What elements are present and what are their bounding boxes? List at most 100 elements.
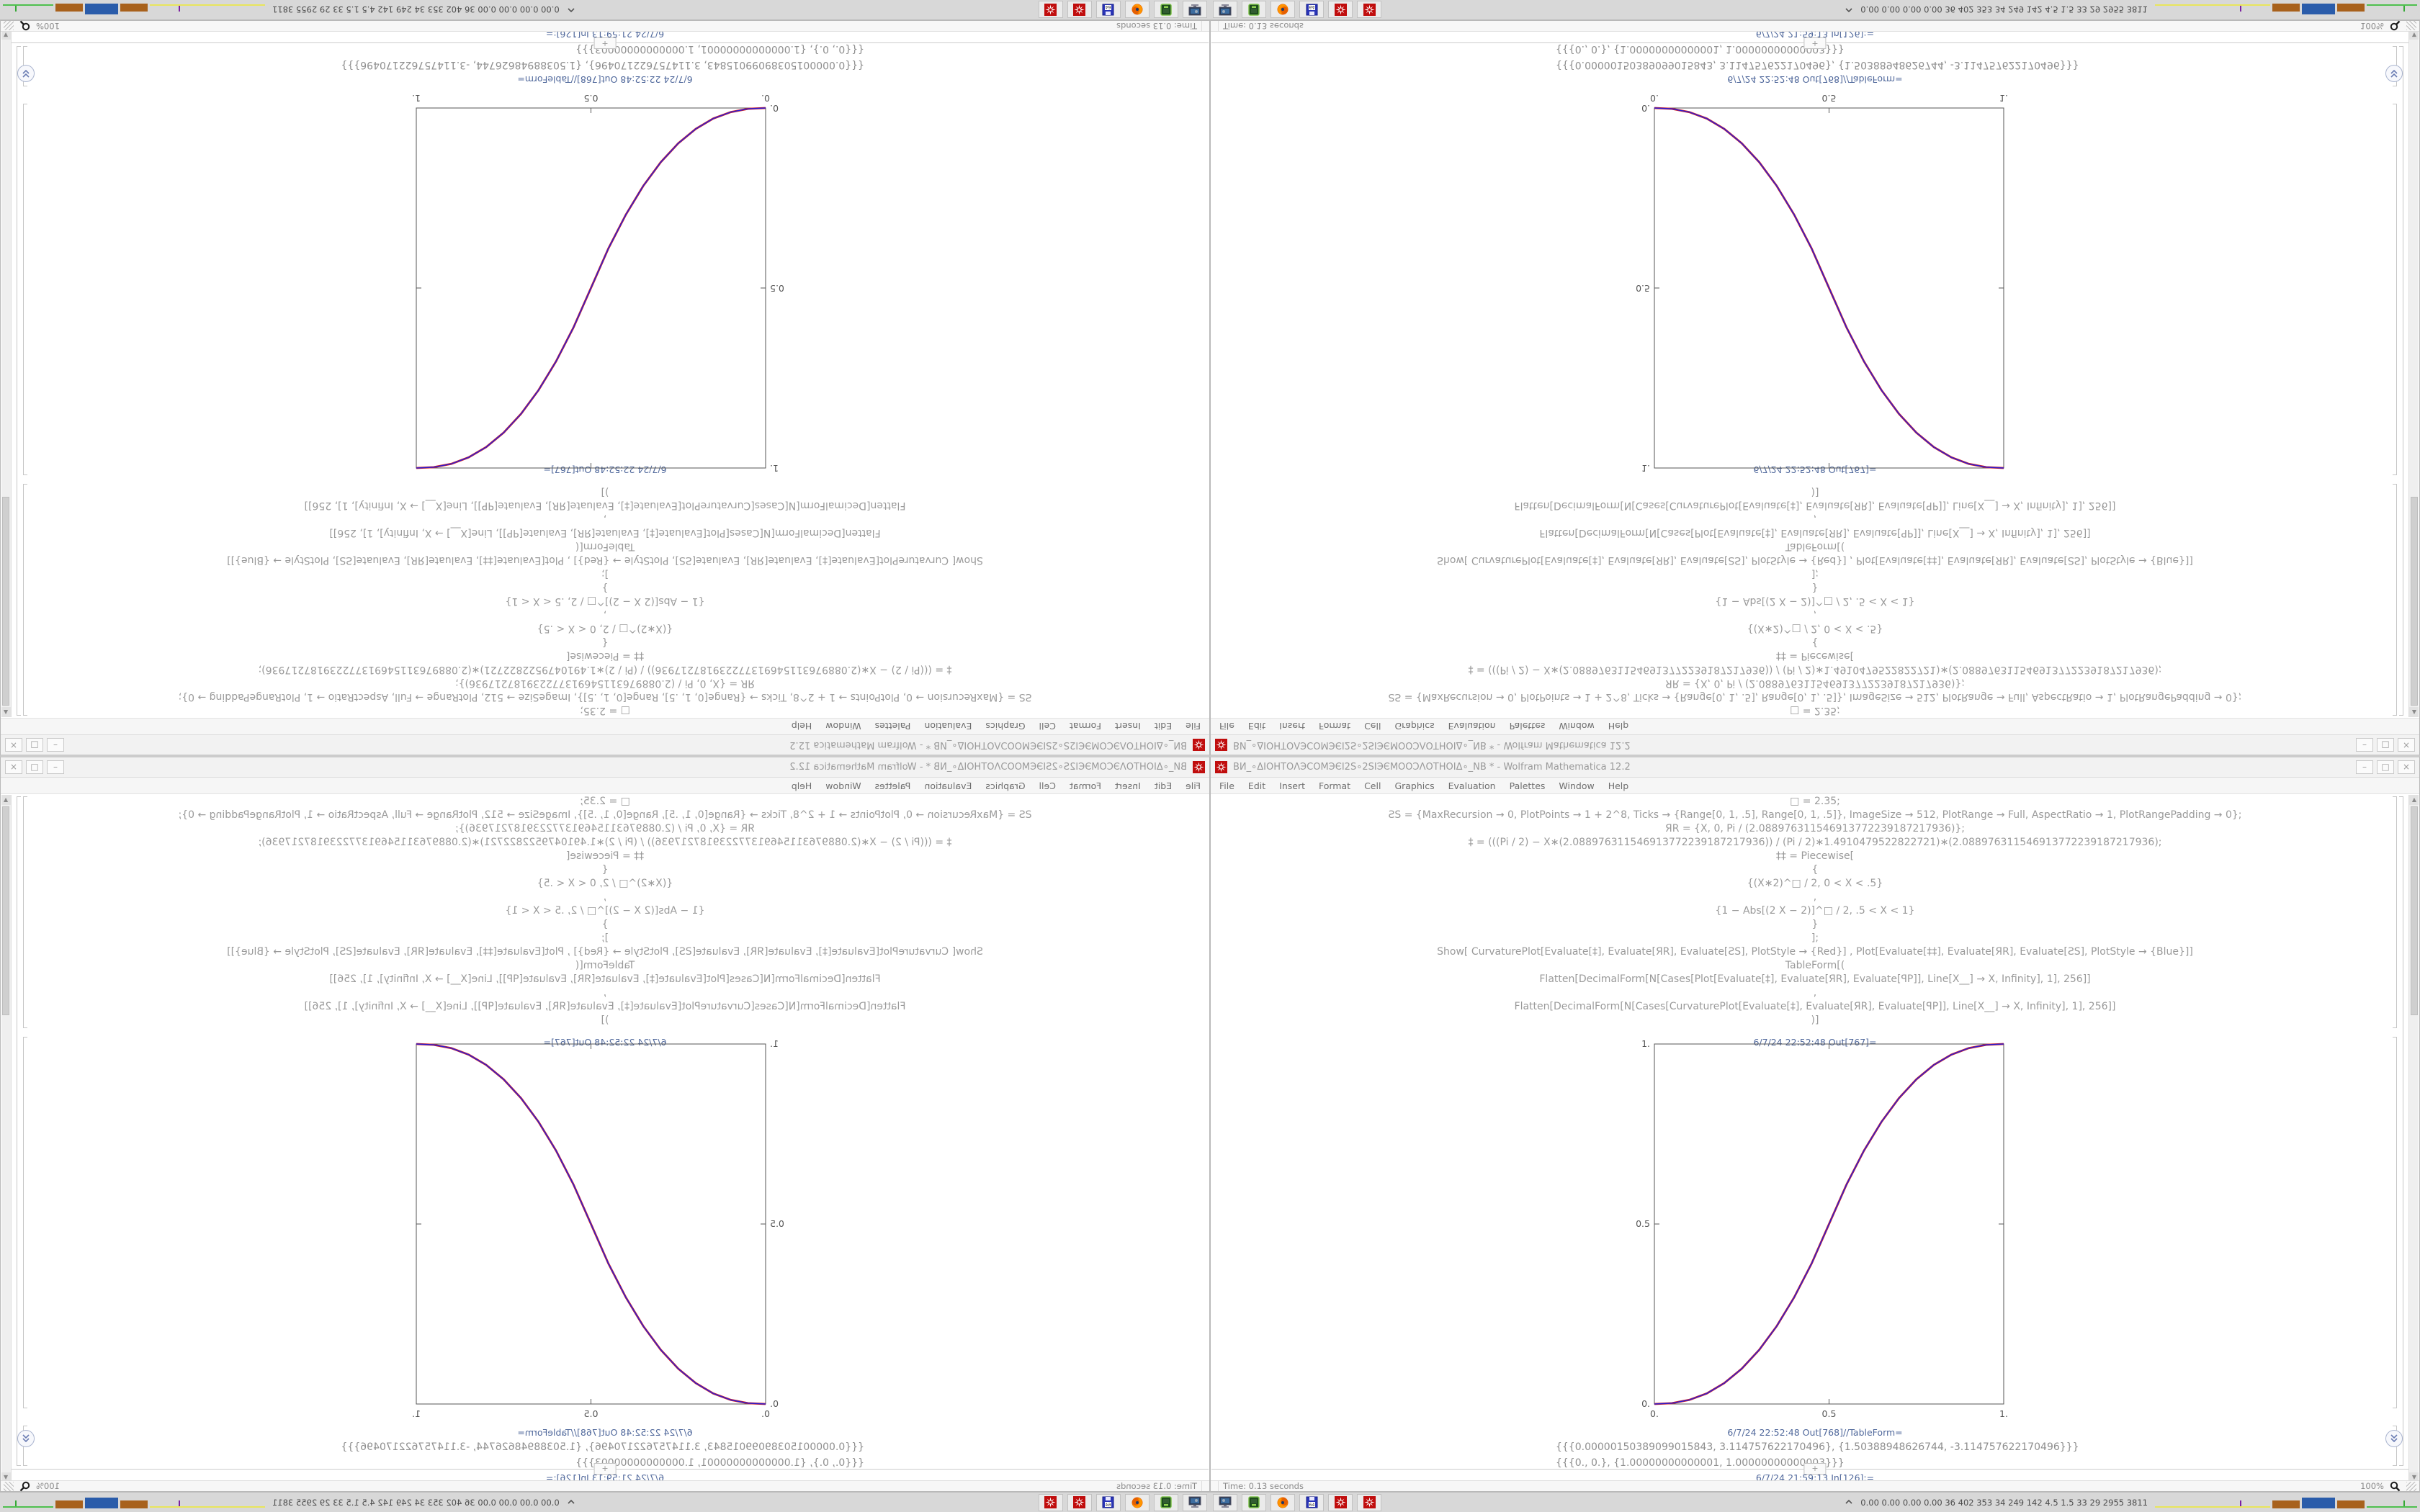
scrollbar-up-arrow[interactable]: ▲ [1, 795, 11, 805]
menu-format[interactable]: Format [1069, 721, 1101, 732]
code-line[interactable]: {(X∗2)^□ / 2, 0 < X < .5} [537, 878, 673, 889]
input-cell-code[interactable]: □ = 2.35; ƧS = {MaxRecursion → 0, PlotPoi… [1, 485, 1209, 717]
system-monitor-taskbar-icon[interactable] [1183, 1493, 1207, 1511]
menu-file[interactable]: File [1186, 721, 1201, 732]
menu-file[interactable]: File [1186, 780, 1201, 791]
code-line[interactable]: ‡ = (((Pi / 2) − X∗(2.088976311546913772… [258, 664, 952, 675]
scroll-to-end-button[interactable] [17, 65, 35, 82]
mathematica-taskbar-icon[interactable] [1328, 1493, 1353, 1511]
code-line[interactable]: TableForm[( [1785, 541, 1845, 552]
system-monitor-taskbar-icon[interactable] [1213, 1, 1237, 19]
scrollbar-thumb[interactable] [2, 497, 9, 706]
floppy-64-taskbar-icon[interactable]: 64 [1299, 1493, 1324, 1511]
code-line[interactable]: ]; [1811, 932, 1819, 944]
mathematica-taskbar-icon[interactable] [1039, 1493, 1063, 1511]
code-line[interactable]: { [1811, 864, 1819, 876]
code-line[interactable]: {1 − Abs[(2 X − 2)]^□ / 2, .5 < X < 1} [1715, 905, 1915, 917]
menu-insert[interactable]: Insert [1279, 721, 1305, 732]
code-line[interactable]: ƧS = {MaxRecursion → 0, PlotPoints → 1 +… [1388, 691, 2242, 703]
scrollbar-thumb[interactable] [2, 806, 9, 1015]
scroll-to-end-button[interactable] [2385, 65, 2403, 82]
code-line[interactable]: Show[ CurvaturePlot[Evaluate[‡], Evaluat… [227, 946, 983, 958]
code-line[interactable]: )] [1811, 486, 1819, 498]
input-cell-code[interactable]: □ = 2.35; ƧS = {MaxRecursion → 0, PlotPoi… [1211, 485, 2419, 717]
code-line[interactable]: {1 − Abs[(2 X − 2)]^□ / 2, .5 < X < 1} [505, 905, 705, 917]
magnification-level[interactable]: 100% [36, 1481, 60, 1491]
code-line[interactable]: , [603, 891, 607, 903]
menu-palettes[interactable]: Palettes [1509, 721, 1546, 732]
package-green-taskbar-icon[interactable] [1154, 1, 1178, 19]
cell-bracket-group[interactable] [17, 46, 20, 716]
maximize-button[interactable]: □ [2377, 760, 2394, 774]
firefox-taskbar-icon[interactable] [1125, 1, 1150, 19]
mathematica-taskbar-icon[interactable] [1067, 1, 1092, 19]
menu-help[interactable]: Help [1608, 780, 1629, 791]
firefox-taskbar-icon[interactable] [1270, 1493, 1295, 1511]
window-resize-grip[interactable] [4, 1481, 14, 1491]
cell-bracket-group[interactable] [2399, 796, 2403, 1466]
menu-help[interactable]: Help [791, 780, 812, 791]
scrollbar-thumb[interactable] [2411, 806, 2418, 1015]
code-line[interactable]: ‡‡ = Piecewise[ [1775, 650, 1855, 662]
code-line[interactable]: ]; [601, 568, 609, 580]
code-line[interactable]: , [1813, 891, 1817, 903]
scrollbar-up-arrow[interactable]: ▲ [2409, 795, 2419, 805]
window-titlebar[interactable]: ВИ_∘ΔIOHTOΛЭCOMЭЄI2Ѕ∘2ЅIЭЄMOOƆΛOTHOIΔ∘_N… [1, 757, 1209, 778]
package-green-taskbar-icon[interactable] [1154, 1493, 1178, 1511]
menu-window[interactable]: Window [825, 721, 861, 732]
cell-bracket-input[interactable] [23, 796, 27, 1028]
magnification-level[interactable]: 100% [36, 21, 60, 31]
magnification-level[interactable]: 100% [2360, 1481, 2384, 1491]
system-monitor-taskbar-icon[interactable] [1213, 1493, 1237, 1511]
code-line[interactable]: Flatten[DecimalForm[N[Cases[Plot[Evaluat… [329, 527, 881, 539]
code-line[interactable]: )] [601, 1014, 609, 1026]
menu-graphics[interactable]: Graphics [985, 780, 1026, 791]
scrollbar-up-arrow[interactable]: ▲ [2409, 707, 2419, 717]
cell-bracket-group[interactable] [2400, 46, 2403, 716]
code-line[interactable]: Flatten[DecimalForm[N[Cases[CurvaturePlo… [304, 500, 906, 511]
window-titlebar[interactable]: ВИ_∘ΔIOHTOΛЭCOMЭЄI2Ѕ∘2ЅIЭЄMOOƆΛOTHOIΔ∘_N… [1211, 734, 2419, 755]
code-line[interactable]: ƧS = {MaxRecursion → 0, PlotPoints → 1 +… [1388, 809, 2242, 821]
code-line[interactable]: {1 − Abs[(2 X − 2)]^□ / 2, .5 < X < 1} [1715, 595, 1915, 607]
code-line[interactable]: ЯR = {X, 0, Pi / (2.08897631154691377223… [454, 823, 756, 834]
cell-bracket-plot[interactable] [23, 1037, 27, 1408]
vertical-scrollbar[interactable]: ▲ ▼ [1, 795, 12, 1482]
cell-insertion-bar[interactable]: + [1211, 37, 2419, 49]
menu-edit[interactable]: Edit [1247, 721, 1266, 732]
menu-evaluation[interactable]: Evaluation [924, 780, 972, 791]
mathematica-taskbar-icon[interactable] [1067, 1493, 1092, 1511]
menu-graphics[interactable]: Graphics [1394, 721, 1435, 732]
code-line[interactable]: □ = 2.35; [1790, 705, 1840, 716]
menu-help[interactable]: Help [1608, 721, 1629, 732]
code-line[interactable]: )] [601, 486, 609, 498]
code-line[interactable]: , [1813, 609, 1817, 621]
code-line[interactable]: {(X∗2)^□ / 2, 0 < X < .5} [537, 623, 673, 634]
menu-insert[interactable]: Insert [1115, 721, 1141, 732]
window-resize-grip[interactable] [4, 21, 14, 31]
vertical-scrollbar[interactable]: ▲ ▼ [2408, 795, 2419, 1482]
code-line[interactable]: □ = 2.35; [580, 796, 630, 807]
input-cell-code[interactable]: □ = 2.35; ƧS = {MaxRecursion → 0, PlotPoi… [1, 795, 1209, 1027]
menu-cell[interactable]: Cell [1039, 780, 1056, 791]
window-titlebar[interactable]: ВИ_∘ΔIOHTOΛЭCOMЭЄI2Ѕ∘2ЅIЭЄMOOƆΛOTHOIΔ∘_N… [1, 734, 1209, 755]
cell-bracket-plot[interactable] [2393, 1037, 2397, 1408]
close-button[interactable]: × [2398, 738, 2415, 752]
code-line[interactable]: , [603, 609, 607, 621]
magnifier-icon[interactable] [2390, 1481, 2401, 1492]
code-line[interactable]: , [1813, 513, 1817, 525]
code-line[interactable]: )] [1811, 1014, 1819, 1026]
menu-edit[interactable]: Edit [1154, 721, 1173, 732]
code-line[interactable]: ƧS = {MaxRecursion → 0, PlotPoints → 1 +… [178, 809, 1032, 821]
menu-evaluation[interactable]: Evaluation [1448, 780, 1496, 791]
window-resize-grip[interactable] [2406, 21, 2416, 31]
code-line[interactable]: □ = 2.35; [1790, 796, 1840, 807]
tray-collapse-icon[interactable] [1845, 1498, 1853, 1507]
menu-edit[interactable]: Edit [1247, 780, 1266, 791]
code-line[interactable]: ]; [1811, 568, 1819, 580]
cell-insertion-bar[interactable]: + [1, 1463, 1209, 1475]
minimize-button[interactable]: – [47, 760, 64, 774]
firefox-taskbar-icon[interactable] [1270, 1, 1295, 19]
cell-bracket-plot[interactable] [2393, 104, 2397, 475]
code-line[interactable]: Show[ CurvaturePlot[Evaluate[‡], Evaluat… [1437, 554, 2193, 566]
code-line[interactable]: Flatten[DecimalForm[N[Cases[Plot[Evaluat… [1539, 527, 2091, 539]
